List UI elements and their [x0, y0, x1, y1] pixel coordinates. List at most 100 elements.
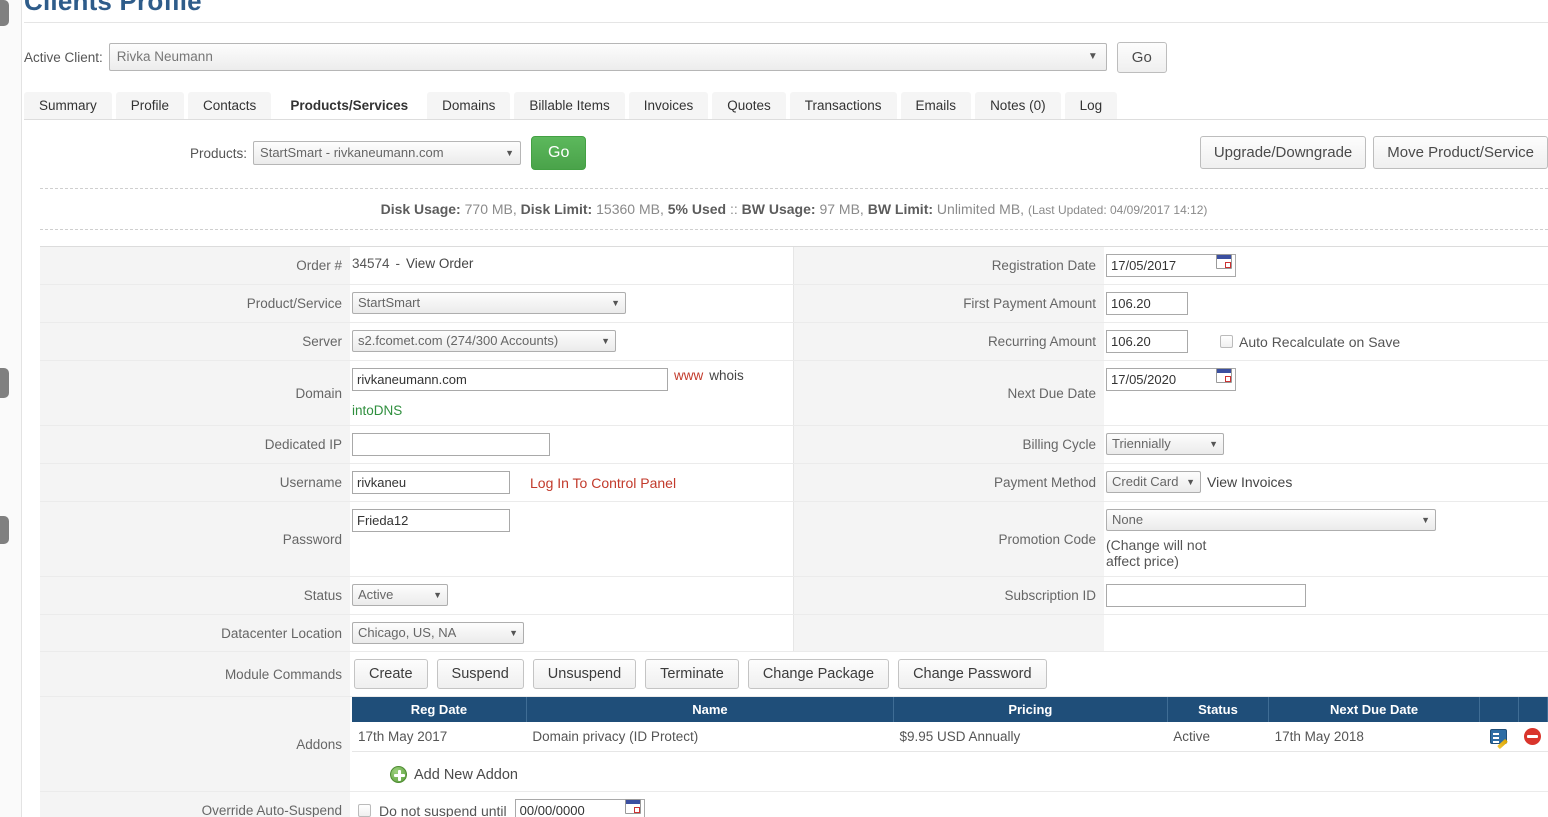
- addon-delete-cell[interactable]: [1518, 722, 1548, 752]
- subscription-id-label: Subscription ID: [794, 577, 1104, 614]
- calendar-icon[interactable]: [1216, 368, 1232, 383]
- active-client-go-button[interactable]: Go: [1116, 41, 1167, 73]
- title-divider: [24, 22, 1548, 23]
- delete-icon[interactable]: [1524, 728, 1542, 745]
- billing-cycle-select[interactable]: Triennially ▼: [1106, 433, 1224, 455]
- upgrade-downgrade-button[interactable]: Upgrade/Downgrade: [1199, 136, 1367, 169]
- addons-col-next-due-date: Next Due Date: [1268, 697, 1481, 722]
- view-invoices-link[interactable]: View Invoices: [1207, 474, 1293, 490]
- addon-pricing: $9.95 USD Annually: [893, 722, 1168, 752]
- tab-log[interactable]: Log: [1064, 92, 1118, 119]
- recurring-amount-input[interactable]: [1106, 330, 1188, 353]
- override-auto-suspend-checkbox[interactable]: [358, 804, 371, 817]
- change-package-button[interactable]: Change Package: [747, 659, 890, 689]
- registration-date-input[interactable]: [1106, 254, 1236, 277]
- username-input[interactable]: [352, 471, 510, 494]
- tab-quotes[interactable]: Quotes: [712, 92, 786, 119]
- tab-profile[interactable]: Profile: [115, 92, 185, 119]
- suspend-button[interactable]: Suspend: [436, 659, 524, 689]
- calendar-icon[interactable]: [1216, 254, 1232, 269]
- addon-reg-date: 17th May 2017: [352, 722, 527, 752]
- disk-limit-value: 15360 MB,: [596, 201, 664, 217]
- table-row: 17th May 2017 Domain privacy (ID Protect…: [352, 722, 1548, 752]
- active-client-select[interactable]: Rivka Neumann ▼: [108, 43, 1107, 71]
- tab-billable-items[interactable]: Billable Items: [514, 92, 625, 119]
- do-not-suspend-until-label: Do not suspend until: [379, 802, 507, 817]
- intodns-link[interactable]: intoDNS: [352, 403, 403, 418]
- username-label: Username: [40, 464, 350, 501]
- domain-input[interactable]: [352, 368, 668, 391]
- bw-usage-value: 97 MB,: [819, 201, 864, 217]
- chevron-down-icon: ▼: [601, 336, 610, 346]
- tab-summary[interactable]: Summary: [24, 92, 112, 119]
- tab-domains[interactable]: Domains: [427, 92, 511, 119]
- form-row-dedicated-ip: Dedicated IP Billing Cycle Triennially ▼: [40, 426, 1548, 464]
- add-new-addon-label: Add New Addon: [414, 766, 518, 783]
- payment-method-select[interactable]: Credit Card ▼: [1106, 471, 1201, 493]
- tab-notes[interactable]: Notes (0): [975, 92, 1061, 119]
- whois-link[interactable]: whois: [709, 368, 744, 383]
- tab-emails[interactable]: Emails: [900, 92, 972, 119]
- password-input[interactable]: [352, 509, 510, 532]
- product-select[interactable]: StartSmart - rivkaneumann.com ▼: [253, 141, 522, 165]
- form-row-module-commands: Module Commands Create Suspend Unsuspend…: [40, 652, 1548, 697]
- product-details-form: Order # 34574 - View Order Registration …: [40, 246, 1548, 817]
- addons-col-name: Name: [526, 697, 894, 722]
- datacenter-location-select[interactable]: Chicago, US, NA ▼: [352, 622, 524, 644]
- product-service-select[interactable]: StartSmart ▼: [352, 292, 626, 314]
- edit-icon[interactable]: [1490, 729, 1508, 745]
- left-scroll-handle-lower[interactable]: [0, 516, 9, 544]
- product-go-button[interactable]: Go: [531, 136, 587, 170]
- unsuspend-button[interactable]: Unsuspend: [532, 659, 637, 689]
- dedicated-ip-label: Dedicated IP: [40, 426, 350, 463]
- addons-col-delete: [1518, 697, 1548, 722]
- create-button[interactable]: Create: [354, 659, 428, 689]
- auto-recalculate-checkbox[interactable]: [1220, 335, 1233, 348]
- dedicated-ip-input[interactable]: [352, 433, 550, 456]
- order-label: Order #: [40, 247, 350, 284]
- promotion-code-label: Promotion Code: [794, 502, 1104, 576]
- www-link[interactable]: www: [674, 368, 704, 383]
- calendar-icon[interactable]: [624, 799, 641, 814]
- subscription-id-input[interactable]: [1106, 584, 1306, 607]
- status-select[interactable]: Active ▼: [352, 584, 448, 606]
- first-payment-amount-input[interactable]: [1106, 292, 1188, 315]
- change-password-button[interactable]: Change Password: [898, 659, 1047, 689]
- chevron-down-icon: ▼: [1421, 515, 1430, 525]
- disk-usage-value: 770 MB,: [464, 201, 517, 217]
- move-product-service-button[interactable]: Move Product/Service: [1373, 136, 1548, 169]
- tab-contacts[interactable]: Contacts: [188, 92, 272, 119]
- tab-transactions[interactable]: Transactions: [789, 92, 897, 119]
- view-order-link[interactable]: View Order: [406, 255, 474, 271]
- promotion-code-select[interactable]: None ▼: [1106, 509, 1436, 531]
- login-control-panel-link[interactable]: Log In To Control Panel: [530, 474, 677, 491]
- form-row-username: Username Log In To Control Panel Payment…: [40, 464, 1548, 502]
- tab-products-services[interactable]: Products/Services: [275, 92, 424, 119]
- active-client-bar: Active Client: Rivka Neumann ▼ Go: [24, 41, 1167, 73]
- datacenter-location-value: Chicago, US, NA: [358, 625, 457, 640]
- left-scroll-handle-top[interactable]: [0, 0, 9, 26]
- next-due-date-input[interactable]: [1106, 368, 1236, 391]
- status-label: Status: [40, 577, 350, 614]
- form-row-status: Status Active ▼ Subscription ID: [40, 577, 1548, 615]
- terminate-button[interactable]: Terminate: [645, 659, 739, 689]
- product-service-label: Product/Service: [40, 285, 350, 322]
- promotion-code-value: None: [1112, 512, 1144, 527]
- do-not-suspend-until-input[interactable]: [514, 799, 645, 817]
- chevron-down-icon: ▼: [611, 298, 620, 308]
- password-label: Password: [40, 502, 350, 576]
- chevron-down-icon: ▼: [433, 590, 442, 600]
- active-client-label: Active Client:: [24, 49, 103, 65]
- addon-edit-cell[interactable]: [1479, 722, 1519, 752]
- form-row-order: Order # 34574 - View Order Registration …: [40, 247, 1548, 285]
- product-select-value: StartSmart - rivkaneumann.com: [260, 145, 444, 160]
- form-row-addons: Addons Reg Date Name Pricing Status Next…: [40, 697, 1548, 792]
- left-scroll-handle-middle[interactable]: [0, 368, 9, 398]
- bw-limit-label: BW Limit:: [867, 201, 934, 217]
- addons-col-reg-date: Reg Date: [352, 697, 527, 722]
- tab-invoices[interactable]: Invoices: [628, 92, 709, 119]
- server-select[interactable]: s2.fcomet.com (274/300 Accounts) ▼: [352, 330, 616, 352]
- add-new-addon-button[interactable]: Add New Addon: [352, 758, 1548, 791]
- page-title: Clients Profile: [24, 0, 202, 16]
